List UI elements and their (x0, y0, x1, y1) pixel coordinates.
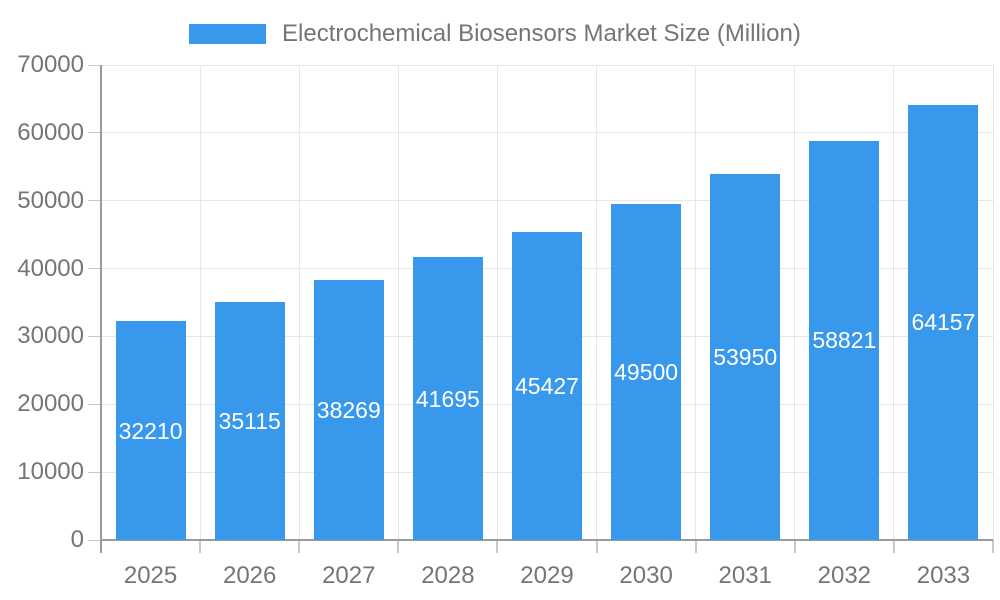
x-axis-tick-label: 2025 (123, 562, 178, 589)
y-axis-tick (88, 335, 101, 337)
bar[interactable] (809, 140, 880, 540)
x-gridline (893, 65, 895, 540)
bar[interactable] (908, 104, 979, 540)
x-axis-tick (793, 540, 796, 553)
y-axis-tick-label: 30000 (17, 322, 84, 350)
y-axis-tick (88, 200, 101, 202)
y-axis-tick (88, 132, 101, 134)
y-axis-tick (88, 471, 101, 473)
y-axis-tick (88, 268, 101, 270)
bar-value-label: 49500 (614, 359, 679, 386)
legend-label: Electrochemical Biosensors Market Size (… (282, 20, 801, 47)
x-gridline (794, 65, 796, 540)
x-axis-tick-label: 2033 (916, 562, 971, 589)
bar-value-label: 45427 (515, 372, 579, 399)
x-gridline (496, 65, 498, 540)
y-axis-line (100, 65, 102, 553)
bar[interactable] (115, 321, 186, 540)
bar-value-label: 35115 (218, 407, 281, 434)
x-axis-tick (694, 540, 697, 553)
y-axis-tick-label: 60000 (17, 118, 84, 146)
x-axis-tick-label: 2030 (619, 562, 673, 589)
x-gridline (695, 65, 697, 540)
y-axis-tick (88, 539, 101, 541)
y-axis-tick (88, 64, 101, 66)
bar[interactable] (512, 231, 582, 540)
x-axis-tick (892, 540, 895, 553)
bar[interactable] (214, 301, 285, 540)
bar-value-label: 64157 (911, 309, 976, 336)
x-gridline (397, 65, 399, 540)
x-gridline (992, 65, 994, 540)
x-axis-tick-label: 2028 (421, 562, 475, 589)
y-axis-tick (88, 403, 101, 405)
x-axis-tick (397, 540, 400, 553)
y-gridline (101, 64, 993, 66)
bar-value-label: 53950 (713, 343, 778, 370)
x-axis-tick-label: 2032 (817, 562, 872, 589)
y-gridline (101, 200, 993, 202)
bar[interactable] (710, 173, 781, 540)
x-gridline (596, 65, 598, 540)
bar-value-label: 32210 (118, 417, 183, 444)
x-gridline (199, 65, 201, 540)
y-axis-tick-label: 10000 (17, 458, 84, 486)
x-axis-tick (298, 540, 301, 553)
x-axis-tick (496, 540, 499, 553)
x-axis-tick-label: 2026 (222, 562, 277, 589)
x-axis-tick-label: 2027 (322, 562, 376, 589)
y-axis-tick-label: 50000 (17, 186, 84, 214)
legend-swatch-icon (189, 24, 266, 44)
x-axis-tick-label: 2031 (718, 562, 772, 589)
bar-value-label: 58821 (812, 327, 877, 354)
x-axis-tick (992, 540, 994, 553)
x-gridline (298, 65, 300, 540)
y-axis-tick-label: 70000 (17, 51, 84, 78)
bar[interactable] (611, 204, 682, 540)
y-axis-tick-label: 40000 (17, 254, 84, 282)
legend[interactable]: Electrochemical Biosensors Market Size (… (189, 20, 801, 48)
bar-value-label: 38269 (316, 397, 381, 424)
y-axis-tick-label: 20000 (17, 390, 84, 418)
x-axis-tick (595, 540, 598, 553)
y-axis-tick-label: 0 (70, 526, 84, 553)
y-gridline (101, 132, 993, 134)
x-axis-tick-label: 2029 (520, 562, 574, 589)
bar[interactable] (412, 257, 483, 540)
x-axis-line (101, 539, 993, 541)
bar[interactable] (313, 280, 384, 540)
bar-value-label: 41695 (415, 385, 480, 412)
x-axis-tick (199, 540, 202, 553)
